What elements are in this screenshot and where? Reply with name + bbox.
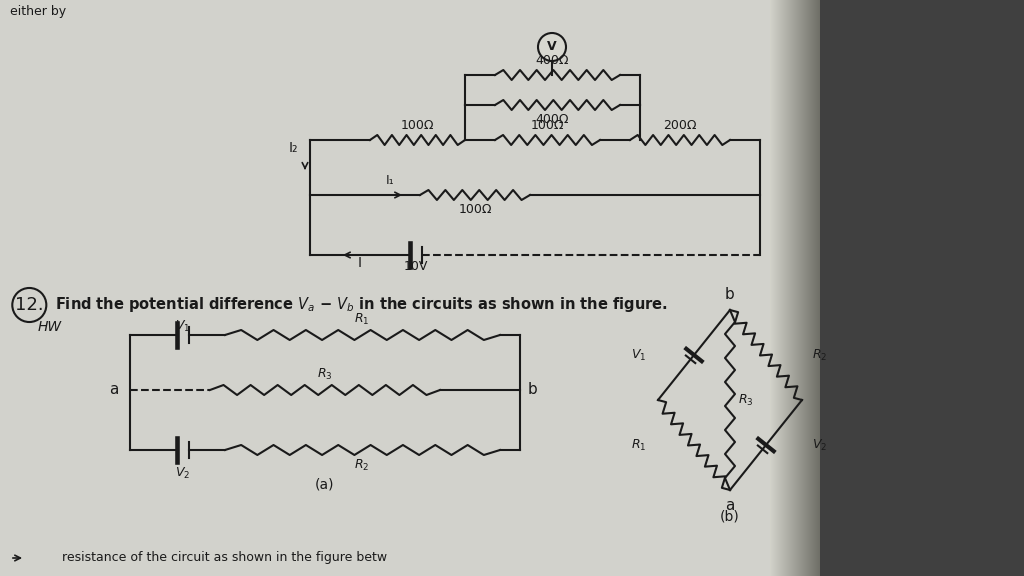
Text: 100Ω: 100Ω <box>400 119 434 132</box>
Text: $R_1$: $R_1$ <box>354 312 370 327</box>
Text: b: b <box>528 382 538 397</box>
Text: $V_1$: $V_1$ <box>175 319 190 334</box>
Text: 12.: 12. <box>15 296 44 314</box>
Text: I₂: I₂ <box>289 141 298 155</box>
Text: $V_2$: $V_2$ <box>812 437 827 453</box>
Text: (a): (a) <box>315 478 335 492</box>
Text: $R_2$: $R_2$ <box>354 458 370 473</box>
Text: a: a <box>725 498 734 513</box>
Text: 400Ω: 400Ω <box>536 54 568 67</box>
Text: (b): (b) <box>720 510 740 524</box>
Text: 100Ω: 100Ω <box>459 203 492 216</box>
Text: b: b <box>725 287 735 302</box>
Text: HW: HW <box>38 320 62 334</box>
Text: I: I <box>358 256 362 270</box>
Text: $V_1$: $V_1$ <box>631 347 646 362</box>
Text: a: a <box>109 382 118 397</box>
Text: 400Ω: 400Ω <box>536 113 568 126</box>
FancyBboxPatch shape <box>820 0 1024 576</box>
Text: $R_1$: $R_1$ <box>631 437 646 453</box>
Circle shape <box>538 33 566 61</box>
FancyBboxPatch shape <box>0 0 820 576</box>
Text: $R_3$: $R_3$ <box>317 367 333 382</box>
Text: 10V: 10V <box>403 260 428 273</box>
Text: $R_3$: $R_3$ <box>738 392 754 408</box>
Text: I₁: I₁ <box>386 174 394 187</box>
Text: either by: either by <box>10 5 67 18</box>
Text: $R_2$: $R_2$ <box>812 347 827 362</box>
Text: 200Ω: 200Ω <box>664 119 696 132</box>
Text: 100Ω: 100Ω <box>530 119 564 132</box>
Text: V: V <box>547 40 557 54</box>
Text: $V_2$: $V_2$ <box>175 466 190 481</box>
Text: resistance of the circuit as shown in the figure betw: resistance of the circuit as shown in th… <box>30 551 387 564</box>
Text: Find the potential difference $V_a$ − $V_b$ in the circuits as shown in the figu: Find the potential difference $V_a$ − $V… <box>55 295 668 314</box>
